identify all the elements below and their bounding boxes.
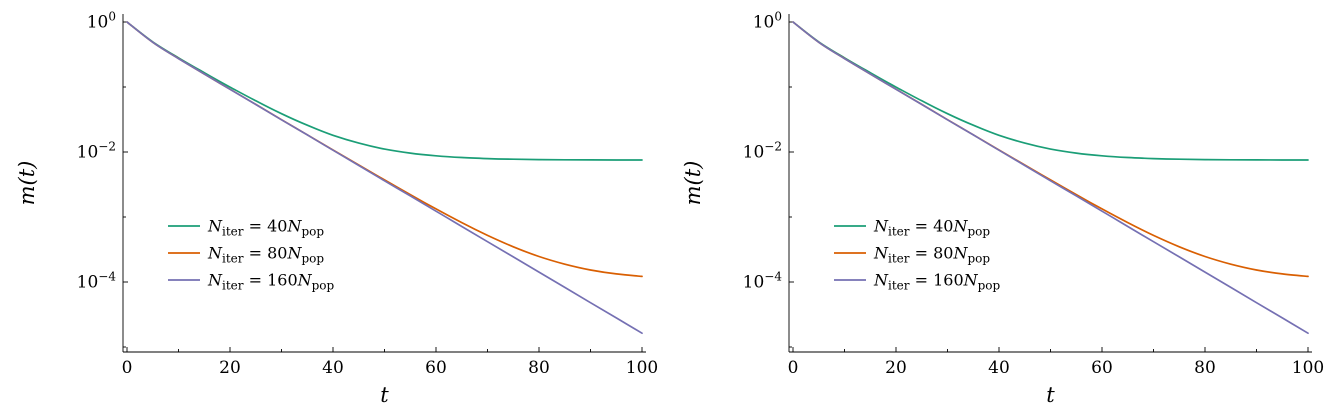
x-axis-label: t (380, 383, 389, 407)
series-line-N-iter-160N-pop (792, 21, 1309, 335)
y-tick-label: 10−2 (743, 140, 782, 163)
legend-label: Niter = 160Npop (207, 271, 335, 293)
axes (788, 14, 1312, 353)
tick-labels: 0 20 40 60 80 100 100 10−2 10−4 (743, 10, 1325, 379)
legend-item: Niter = 40Npop (168, 217, 324, 239)
legend: Niter = 40Npop Niter = 80Npop Niter = 160N… (834, 217, 1001, 293)
series-line-N-iter-160N-pop (126, 21, 643, 335)
x-tick-label: 80 (1194, 358, 1216, 378)
x-axis-label: t (1046, 383, 1055, 407)
x-tick-label: 60 (1091, 358, 1113, 378)
legend-item: Niter = 80Npop (168, 244, 324, 266)
y-tick-label: 10−4 (743, 270, 783, 293)
x-tick-label: 60 (425, 358, 447, 378)
x-tick-label: 100 (626, 358, 658, 378)
series-lines (792, 21, 1309, 335)
x-tick-label: 20 (219, 358, 241, 378)
series-lines (126, 21, 643, 335)
right-plot: 0 20 40 60 80 100 100 10−2 10−4 t m(t) Niter = 40Np… (681, 10, 1325, 408)
left-plot: 0 20 40 60 80 100 100 10−2 10−4 t m(t) Niter = 40Np… (15, 10, 659, 408)
y-tick-label: 100 (87, 10, 116, 33)
y-tick-label: 10−4 (77, 270, 117, 293)
legend-label: Niter = 40Npop (873, 217, 990, 239)
legend-item: Niter = 160Npop (834, 271, 1001, 293)
legend-item: Niter = 40Npop (834, 217, 990, 239)
legend-item: Niter = 80Npop (834, 244, 990, 266)
y-tick-label: 100 (753, 10, 782, 33)
x-tick-label: 20 (885, 358, 907, 378)
legend-label: Niter = 160Npop (873, 271, 1001, 293)
series-line-N-iter-40N-pop (792, 21, 1309, 161)
legend: Niter = 40Npop Niter = 80Npop Niter = 160N… (168, 217, 335, 293)
x-tick-label: 0 (122, 358, 133, 378)
y-axis-label: m(t) (681, 161, 705, 206)
x-tick-label: 80 (528, 358, 550, 378)
x-tick-label: 100 (1292, 358, 1324, 378)
legend-label: Niter = 80Npop (873, 244, 990, 266)
x-tick-label: 40 (988, 358, 1010, 378)
x-tick-label: 40 (322, 358, 344, 378)
y-tick-label: 10−2 (77, 140, 116, 163)
tick-labels: 0 20 40 60 80 100 100 10−2 10−4 (77, 10, 659, 379)
axes (122, 14, 646, 353)
legend-item: Niter = 160Npop (168, 271, 335, 293)
series-line-N-iter-40N-pop (126, 21, 643, 161)
legend-label: Niter = 40Npop (207, 217, 324, 239)
y-axis-label: m(t) (15, 161, 39, 206)
legend-label: Niter = 80Npop (207, 244, 324, 266)
x-tick-label: 0 (788, 358, 799, 378)
